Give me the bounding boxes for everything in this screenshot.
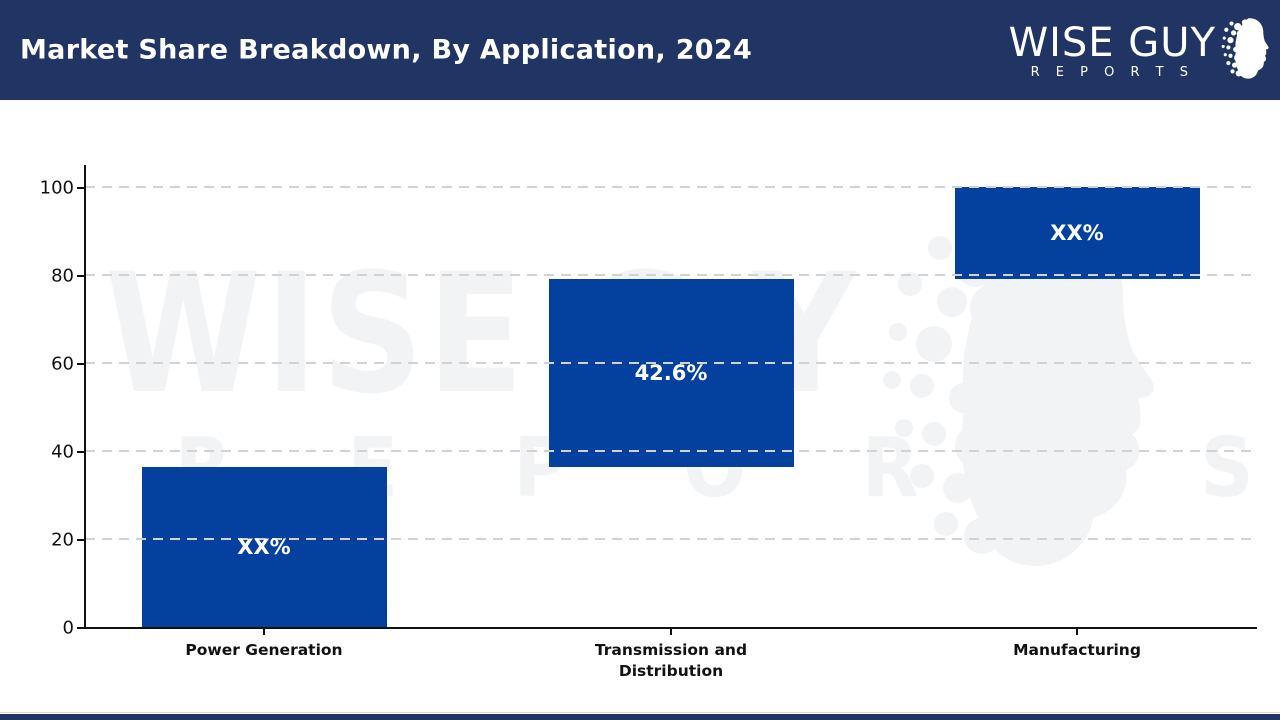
chart-bar bbox=[141, 466, 387, 627]
footer-divider bbox=[0, 712, 1280, 713]
logo-text: WISE GUY R E P O R T S bbox=[1009, 22, 1216, 80]
gridline bbox=[85, 450, 1257, 452]
y-tick-mark bbox=[77, 363, 84, 365]
bar-value-label: XX% bbox=[237, 534, 291, 559]
y-tick-label: 40 bbox=[51, 441, 74, 463]
y-tick-label: 80 bbox=[51, 265, 74, 287]
x-category-label: Power Generation bbox=[114, 640, 414, 661]
bar-value-label: XX% bbox=[1050, 221, 1104, 246]
logo-wordmark: WISE GUY bbox=[1008, 20, 1216, 66]
x-category-label-line: Transmission and bbox=[594, 641, 748, 659]
gridline bbox=[85, 274, 1257, 276]
y-tick-mark bbox=[77, 627, 84, 629]
y-tick-label: 100 bbox=[39, 177, 74, 199]
y-tick-mark bbox=[77, 539, 84, 541]
x-tick-mark bbox=[263, 629, 265, 635]
y-tick-mark bbox=[77, 187, 84, 189]
gridline bbox=[85, 538, 1257, 540]
x-category-label-line: Distribution bbox=[618, 662, 724, 680]
y-tick-label: 20 bbox=[51, 529, 74, 551]
header-banner: Market Share Breakdown, By Application, … bbox=[0, 0, 1280, 100]
bar-value-label: 42.6% bbox=[634, 361, 708, 386]
waterfall-chart: 0 20 40 60 80 100 XX% Power Generation 42.6% Tran… bbox=[0, 100, 1280, 720]
x-category-label: Transmission and Distribution bbox=[521, 640, 821, 682]
chart-bar bbox=[548, 279, 794, 467]
gridline bbox=[85, 362, 1257, 364]
y-tick-label: 60 bbox=[51, 353, 74, 375]
x-tick-mark bbox=[1076, 629, 1078, 635]
logo-face-icon bbox=[1218, 15, 1270, 87]
y-tick-mark bbox=[77, 275, 84, 277]
x-axis-line bbox=[84, 627, 1257, 629]
wise-guy-reports-logo: WISE GUY R E P O R T S bbox=[1009, 8, 1270, 94]
x-tick-mark bbox=[670, 629, 672, 635]
y-tick-label: 0 bbox=[62, 617, 74, 639]
x-category-label-line: Manufacturing bbox=[1013, 641, 1141, 659]
logo-subtitle: R E P O R T S bbox=[1030, 65, 1194, 80]
x-category-label-line: Power Generation bbox=[185, 641, 343, 659]
chart-bar bbox=[954, 187, 1200, 280]
footer-accent-bar bbox=[0, 714, 1280, 720]
gridline bbox=[85, 186, 1257, 188]
y-tick-mark bbox=[77, 451, 84, 453]
y-axis-line bbox=[84, 165, 86, 629]
chart-title: Market Share Breakdown, By Application, … bbox=[20, 34, 753, 66]
x-category-label: Manufacturing bbox=[927, 640, 1227, 661]
